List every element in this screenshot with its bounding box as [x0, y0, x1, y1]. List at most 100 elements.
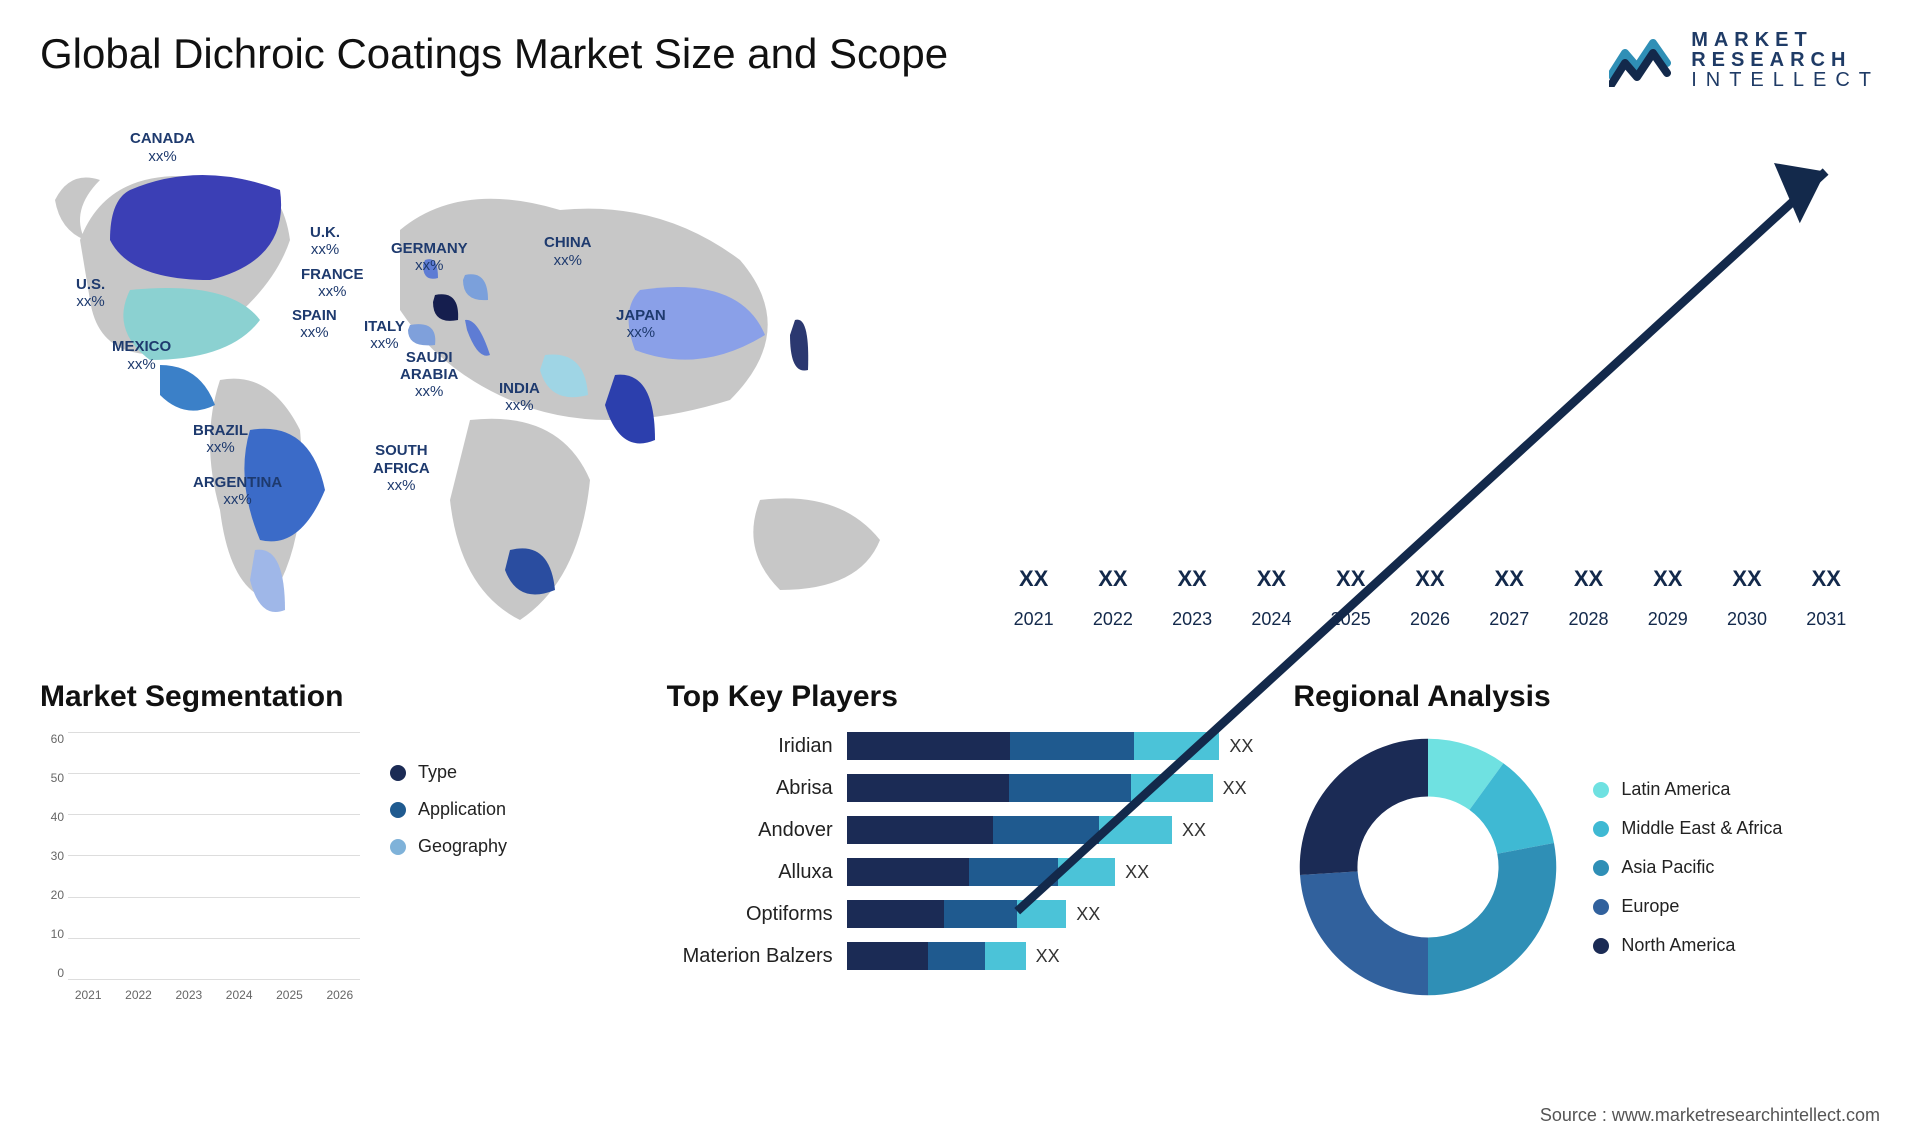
player-bar-segment: [847, 900, 945, 928]
legend-swatch-icon: [1593, 821, 1609, 837]
player-name: Andover: [667, 816, 833, 844]
segmentation-bar-chart: 6050403020100 202120222023202420252026: [40, 732, 360, 1002]
growth-bar: XX: [1793, 566, 1860, 600]
seg-y-tick: 60: [40, 732, 64, 746]
legend-item: Middle East & Africa: [1593, 818, 1782, 839]
growth-x-label: 2027: [1476, 609, 1543, 630]
player-bar-row: XX: [847, 900, 1254, 928]
player-bar-row: XX: [847, 732, 1254, 760]
growth-bar: XX: [1159, 566, 1226, 600]
legend-item: Application: [390, 799, 507, 820]
player-bar-value: XX: [1125, 862, 1149, 883]
player-bar-value: XX: [1223, 778, 1247, 799]
growth-x-label: 2030: [1713, 609, 1780, 630]
map-label: GERMANYxx%: [391, 240, 468, 275]
growth-bar: XX: [1713, 566, 1780, 600]
map-label: U.S.xx%: [76, 276, 105, 311]
legend-swatch-icon: [1593, 938, 1609, 954]
logo-text-3: INTELLECT: [1691, 70, 1880, 90]
growth-bar-label: XX: [1653, 566, 1682, 592]
growth-bar-label: XX: [1336, 566, 1365, 592]
seg-x-label: 2021: [68, 988, 108, 1002]
player-bar-segment: [969, 858, 1058, 886]
seg-x-label: 2026: [320, 988, 360, 1002]
map-label: SAUDIARABIAxx%: [400, 349, 458, 401]
growth-bar-label: XX: [1257, 566, 1286, 592]
page-title: Global Dichroic Coatings Market Size and…: [40, 30, 948, 78]
player-bar-row: XX: [847, 942, 1254, 970]
player-bar-segment: [847, 942, 928, 970]
regional-title: Regional Analysis: [1293, 680, 1880, 714]
legend-swatch-icon: [390, 765, 406, 781]
growth-bar-label: XX: [1415, 566, 1444, 592]
segmentation-legend: TypeApplicationGeography: [390, 762, 507, 1002]
growth-x-label: 2024: [1238, 609, 1305, 630]
player-bar-segment: [1131, 774, 1212, 802]
header: Global Dichroic Coatings Market Size and…: [40, 30, 1880, 90]
legend-item: Europe: [1593, 896, 1782, 917]
map-label: U.K.xx%: [310, 224, 340, 259]
segmentation-title: Market Segmentation: [40, 680, 627, 714]
growth-bar: XX: [1079, 566, 1146, 600]
player-name-list: IridianAbrisaAndoverAlluxaOptiformsMater…: [667, 732, 847, 970]
player-bar-segment: [928, 942, 985, 970]
legend-label: Europe: [1621, 896, 1679, 916]
map-label: CANADAxx%: [130, 130, 195, 165]
seg-y-tick: 50: [40, 771, 64, 785]
player-name: Optiforms: [667, 900, 833, 928]
player-bar-row: XX: [847, 858, 1254, 886]
logo-mark-icon: [1609, 33, 1679, 87]
map-label: JAPANxx%: [616, 307, 666, 342]
player-bar-segment: [847, 774, 1010, 802]
world-map-icon: [40, 120, 940, 640]
player-bars: XX XX XX XX XX XX: [847, 732, 1254, 970]
seg-y-tick: 40: [40, 810, 64, 824]
growth-bar: XX: [1317, 566, 1384, 600]
player-bar-value: XX: [1076, 904, 1100, 925]
growth-bar: XX: [1634, 566, 1701, 600]
growth-x-label: 2028: [1555, 609, 1622, 630]
legend-label: Middle East & Africa: [1621, 818, 1782, 838]
map-label: ITALYxx%: [364, 318, 405, 353]
legend-item: Asia Pacific: [1593, 857, 1782, 878]
player-bar-segment: [1099, 816, 1172, 844]
legend-label: Latin America: [1621, 779, 1730, 799]
growth-x-label: 2029: [1634, 609, 1701, 630]
legend-label: Asia Pacific: [1621, 857, 1714, 877]
player-name: Alluxa: [667, 858, 833, 886]
seg-x-label: 2023: [169, 988, 209, 1002]
seg-y-tick: 0: [40, 966, 64, 980]
map-label: CHINAxx%: [544, 234, 592, 269]
growth-bar-label: XX: [1177, 566, 1206, 592]
player-bar-value: XX: [1229, 736, 1253, 757]
players-title: Top Key Players: [667, 680, 1254, 714]
world-map-panel: CANADAxx%U.S.xx%MEXICOxx%BRAZILxx%ARGENT…: [40, 120, 940, 640]
map-label: ARGENTINAxx%: [193, 474, 282, 509]
segmentation-panel: Market Segmentation 6050403020100 202120…: [40, 660, 627, 1002]
growth-x-label: 2023: [1159, 609, 1226, 630]
brand-logo: MARKET RESEARCH INTELLECT: [1609, 30, 1880, 90]
logo-text-2: RESEARCH: [1691, 50, 1880, 70]
growth-bar-label: XX: [1019, 566, 1048, 592]
map-label: SOUTHAFRICAxx%: [373, 442, 430, 494]
growth-bar-label: XX: [1732, 566, 1761, 592]
player-bar-value: XX: [1182, 820, 1206, 841]
growth-x-label: 2031: [1793, 609, 1860, 630]
map-country-japan: [790, 320, 808, 371]
map-label: SPAINxx%: [292, 307, 337, 342]
growth-bar: XX: [1476, 566, 1543, 600]
player-bar-row: XX: [847, 774, 1254, 802]
legend-item: Latin America: [1593, 779, 1782, 800]
legend-swatch-icon: [390, 839, 406, 855]
growth-x-label: 2025: [1317, 609, 1384, 630]
growth-bar-label: XX: [1574, 566, 1603, 592]
player-bar-segment: [847, 816, 993, 844]
growth-x-label: 2022: [1079, 609, 1146, 630]
player-name: Materion Balzers: [667, 942, 833, 970]
legend-swatch-icon: [1593, 899, 1609, 915]
seg-x-label: 2022: [118, 988, 158, 1002]
player-bar-segment: [1134, 732, 1219, 760]
player-bar-segment: [1017, 900, 1066, 928]
player-bar-value: XX: [1036, 946, 1060, 967]
players-panel: Top Key Players IridianAbrisaAndoverAllu…: [667, 660, 1254, 1002]
